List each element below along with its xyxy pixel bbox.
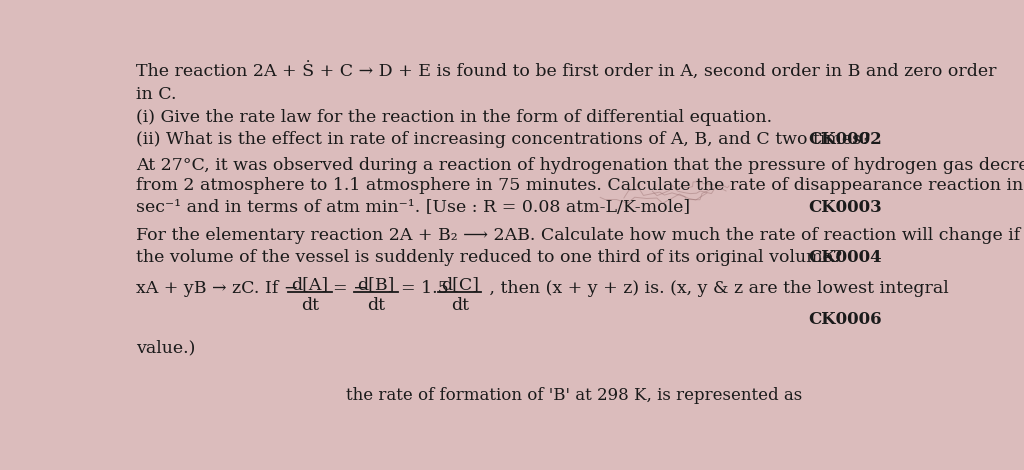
Text: dt: dt [301,297,319,313]
Text: the volume of the vessel is suddenly reduced to one third of its original volume: the volume of the vessel is suddenly red… [136,249,842,266]
Text: CK0004: CK0004 [809,249,882,266]
Text: xA + yB → zC. If −: xA + yB → zC. If − [136,280,298,297]
Text: in C.: in C. [136,86,176,102]
Text: (i) Give the rate law for the reaction in the form of differential equation.: (i) Give the rate law for the reaction i… [136,109,772,126]
Text: sec⁻¹ and in terms of atm min⁻¹. [Use : R = 0.08 atm-L/K-mole]: sec⁻¹ and in terms of atm min⁻¹. [Use : … [136,199,690,216]
Text: The reaction 2A + Ṡ + C → D + E is found to be first order in A, second order in: The reaction 2A + Ṡ + C → D + E is found… [136,63,996,81]
Text: the rate of formation of 'B' at 298 K, is represented as: the rate of formation of 'B' at 298 K, i… [136,387,802,405]
Text: from 2 atmosphere to 1.1 atmosphere in 75 minutes. Calculate the rate of disappe: from 2 atmosphere to 1.1 atmosphere in 7… [136,177,1024,194]
Text: CK0006: CK0006 [809,311,882,328]
Text: (ii) What is the effect in rate of increasing concentrations of A, B, and C two : (ii) What is the effect in rate of incre… [136,131,870,148]
Text: d[B]: d[B] [357,276,394,293]
Text: For the elementary reaction 2A + B₂ ⟶ 2AB. Calculate how much the rate of reacti: For the elementary reaction 2A + B₂ ⟶ 2A… [136,227,1020,244]
Text: d[A]: d[A] [292,276,329,293]
Text: CK0003: CK0003 [809,199,883,216]
Text: value.): value.) [136,340,196,357]
Text: d[C]: d[C] [440,276,478,293]
Text: = 1.5: = 1.5 [400,280,449,297]
Text: dt: dt [367,297,385,313]
Text: = −: = − [334,280,368,297]
Text: , then (x + y + z) is. (x, y & z are the lowest integral: , then (x + y + z) is. (x, y & z are the… [484,280,949,297]
Text: dt: dt [451,297,469,313]
Text: At 27°C, it was observed during a reaction of hydrogenation that the pressure of: At 27°C, it was observed during a reacti… [136,157,1024,173]
Text: CK0002: CK0002 [809,131,883,148]
